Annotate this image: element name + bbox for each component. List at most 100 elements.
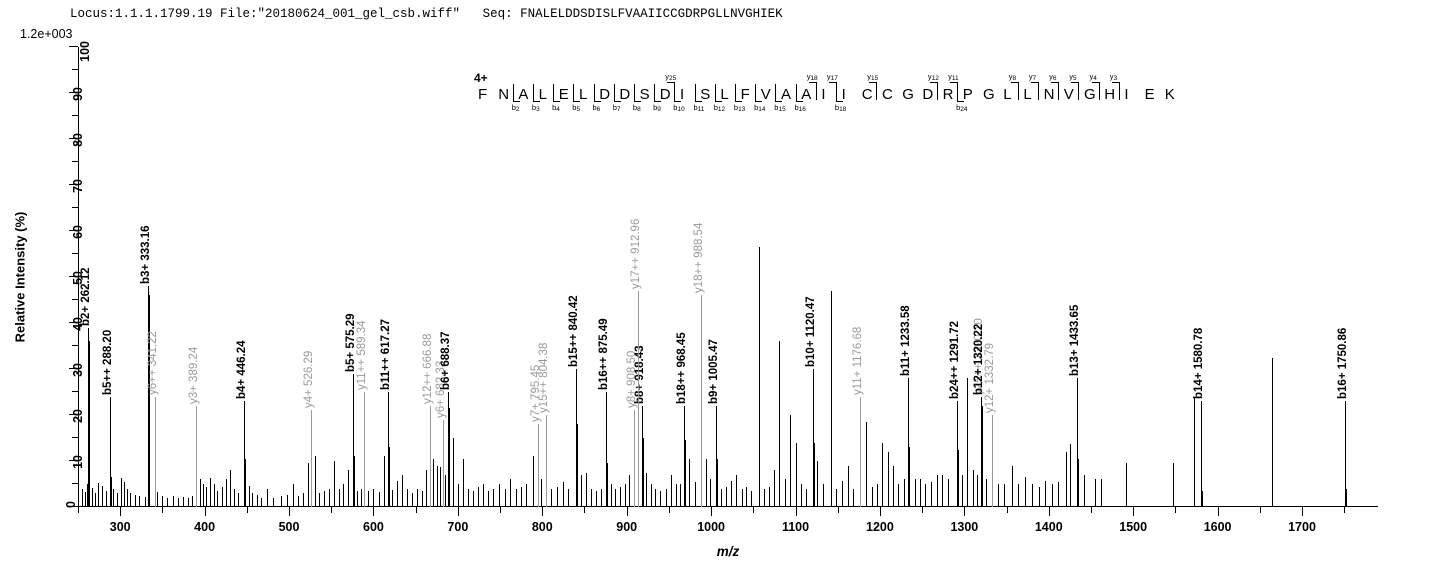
sequence-residue: I xyxy=(841,86,846,103)
spectrum-peak xyxy=(736,474,738,507)
spectrum-peak xyxy=(750,491,752,507)
sequence-residue: K xyxy=(1164,86,1175,103)
annotated-spectrum-peak xyxy=(243,458,246,507)
annotation-label: b4+ 446.24 xyxy=(235,340,248,400)
annotation-leader-line xyxy=(243,401,245,507)
annotation-label: y4+ 526.29 xyxy=(303,351,316,409)
sequence-residue: S xyxy=(700,86,711,103)
annotation-label: y6++ 341.22 xyxy=(147,330,159,395)
spectrum-peak xyxy=(138,495,140,507)
spectrum-peak xyxy=(383,456,385,507)
annotated-spectrum-peak xyxy=(576,424,579,507)
x-tick xyxy=(964,507,966,516)
spectrum-peak xyxy=(468,488,469,507)
y-tick-label: 80 xyxy=(70,133,85,147)
sequence-residue: R xyxy=(942,86,954,103)
annotated-spectrum-peak xyxy=(957,449,960,507)
spectrum-peak xyxy=(368,491,370,507)
spectrum-peak xyxy=(930,482,932,507)
spectrum-peak xyxy=(852,488,854,507)
annotation-leader-line xyxy=(195,405,197,507)
spectrum-peak xyxy=(541,479,543,507)
y-tick-minor xyxy=(72,391,78,392)
spectrum-peak xyxy=(457,484,459,507)
spectrum-peak xyxy=(172,495,174,507)
spectrum-peak xyxy=(261,497,263,507)
annotation-label: b6+ 688.37 xyxy=(440,331,453,390)
spectrum-peak xyxy=(452,438,454,507)
annotated-spectrum-peak xyxy=(684,440,687,507)
spectrum-peak xyxy=(422,491,424,507)
spectrum-peak xyxy=(871,486,873,507)
x-tick xyxy=(711,507,713,516)
annotation-leader-line xyxy=(684,405,686,507)
sequence-residue: D xyxy=(922,86,934,103)
spectrum-peak xyxy=(505,488,507,507)
x-tick-minor xyxy=(668,507,670,513)
spectrum-peak xyxy=(328,488,330,507)
spectrum-peak xyxy=(105,491,107,507)
spectrum-peak xyxy=(187,497,189,507)
x-axis-line xyxy=(78,506,1378,507)
spectrum-peak xyxy=(167,497,169,507)
spectrum-peak xyxy=(323,491,325,507)
sequence-residue: I xyxy=(680,86,685,103)
annotation-label: b5+ 575.29 xyxy=(344,313,357,372)
annotation-leader-line xyxy=(442,419,444,507)
annotation-leader-line xyxy=(908,378,910,507)
spectrum-peak xyxy=(412,493,414,507)
sequence-residue: D xyxy=(599,86,611,103)
annotation-leader-line xyxy=(701,295,703,507)
spectrum-peak xyxy=(1045,481,1047,507)
y-axis-line xyxy=(78,47,79,507)
annotated-spectrum-peak xyxy=(715,458,718,507)
x-tick-label: 700 xyxy=(447,520,469,534)
spectrum-peak xyxy=(731,481,733,507)
x-tick-label: 1400 xyxy=(1034,520,1063,534)
spectrum-peak xyxy=(379,492,381,507)
sequence-residue: G xyxy=(983,86,995,103)
spectrum-peak xyxy=(706,458,708,507)
spectrum-peak xyxy=(488,491,490,507)
sequence-residue: G xyxy=(1084,86,1096,103)
spectrum-peak xyxy=(721,488,723,507)
annotated-spectrum-peak xyxy=(606,463,608,507)
annotation-label: y3+ 389.24 xyxy=(187,346,200,404)
y-tick-label: 30 xyxy=(70,363,85,377)
annotation-label: b24++ 1291.72 xyxy=(949,321,962,400)
spectrum-peak xyxy=(1084,474,1086,507)
x-tick xyxy=(879,507,881,516)
spectrum-peak xyxy=(779,341,781,507)
x-tick-minor xyxy=(1175,507,1177,513)
spectrum-peak xyxy=(102,486,104,507)
spectrum-peak xyxy=(123,482,125,507)
y-tick xyxy=(69,414,78,415)
spectrum-peak xyxy=(1004,484,1006,507)
spectrum-peak xyxy=(234,488,236,507)
annotation-leader-line xyxy=(633,410,635,507)
annotation-label: b13+ 1433.65 xyxy=(1069,304,1082,377)
spectrum-peak xyxy=(961,474,963,507)
spectrum-peak xyxy=(87,484,89,507)
spectrum-peak xyxy=(614,488,616,507)
annotation-label: b3+ 333.16 xyxy=(140,225,153,285)
spectrum-peak xyxy=(800,484,802,507)
y-tick xyxy=(69,460,78,461)
spectrum-peak xyxy=(213,484,215,507)
spectrum-peak xyxy=(1058,482,1060,507)
spectrum-peak xyxy=(229,470,231,507)
spectrum-peak xyxy=(199,479,201,507)
spectrum-peak xyxy=(356,491,358,507)
y-tick xyxy=(69,184,78,185)
spectrum-peak xyxy=(1052,484,1054,507)
sequence-residue: H xyxy=(1104,86,1116,103)
x-tick-minor xyxy=(162,507,164,513)
spectrum-peak xyxy=(745,486,747,507)
annotation-leader-line xyxy=(110,396,112,507)
annotation-leader-line xyxy=(388,392,390,507)
spectrum-peak xyxy=(134,495,136,507)
x-tick xyxy=(289,507,291,516)
spectrum-peak xyxy=(897,484,899,507)
annotated-spectrum-peak xyxy=(148,295,151,507)
sequence-residue: F xyxy=(478,86,488,103)
